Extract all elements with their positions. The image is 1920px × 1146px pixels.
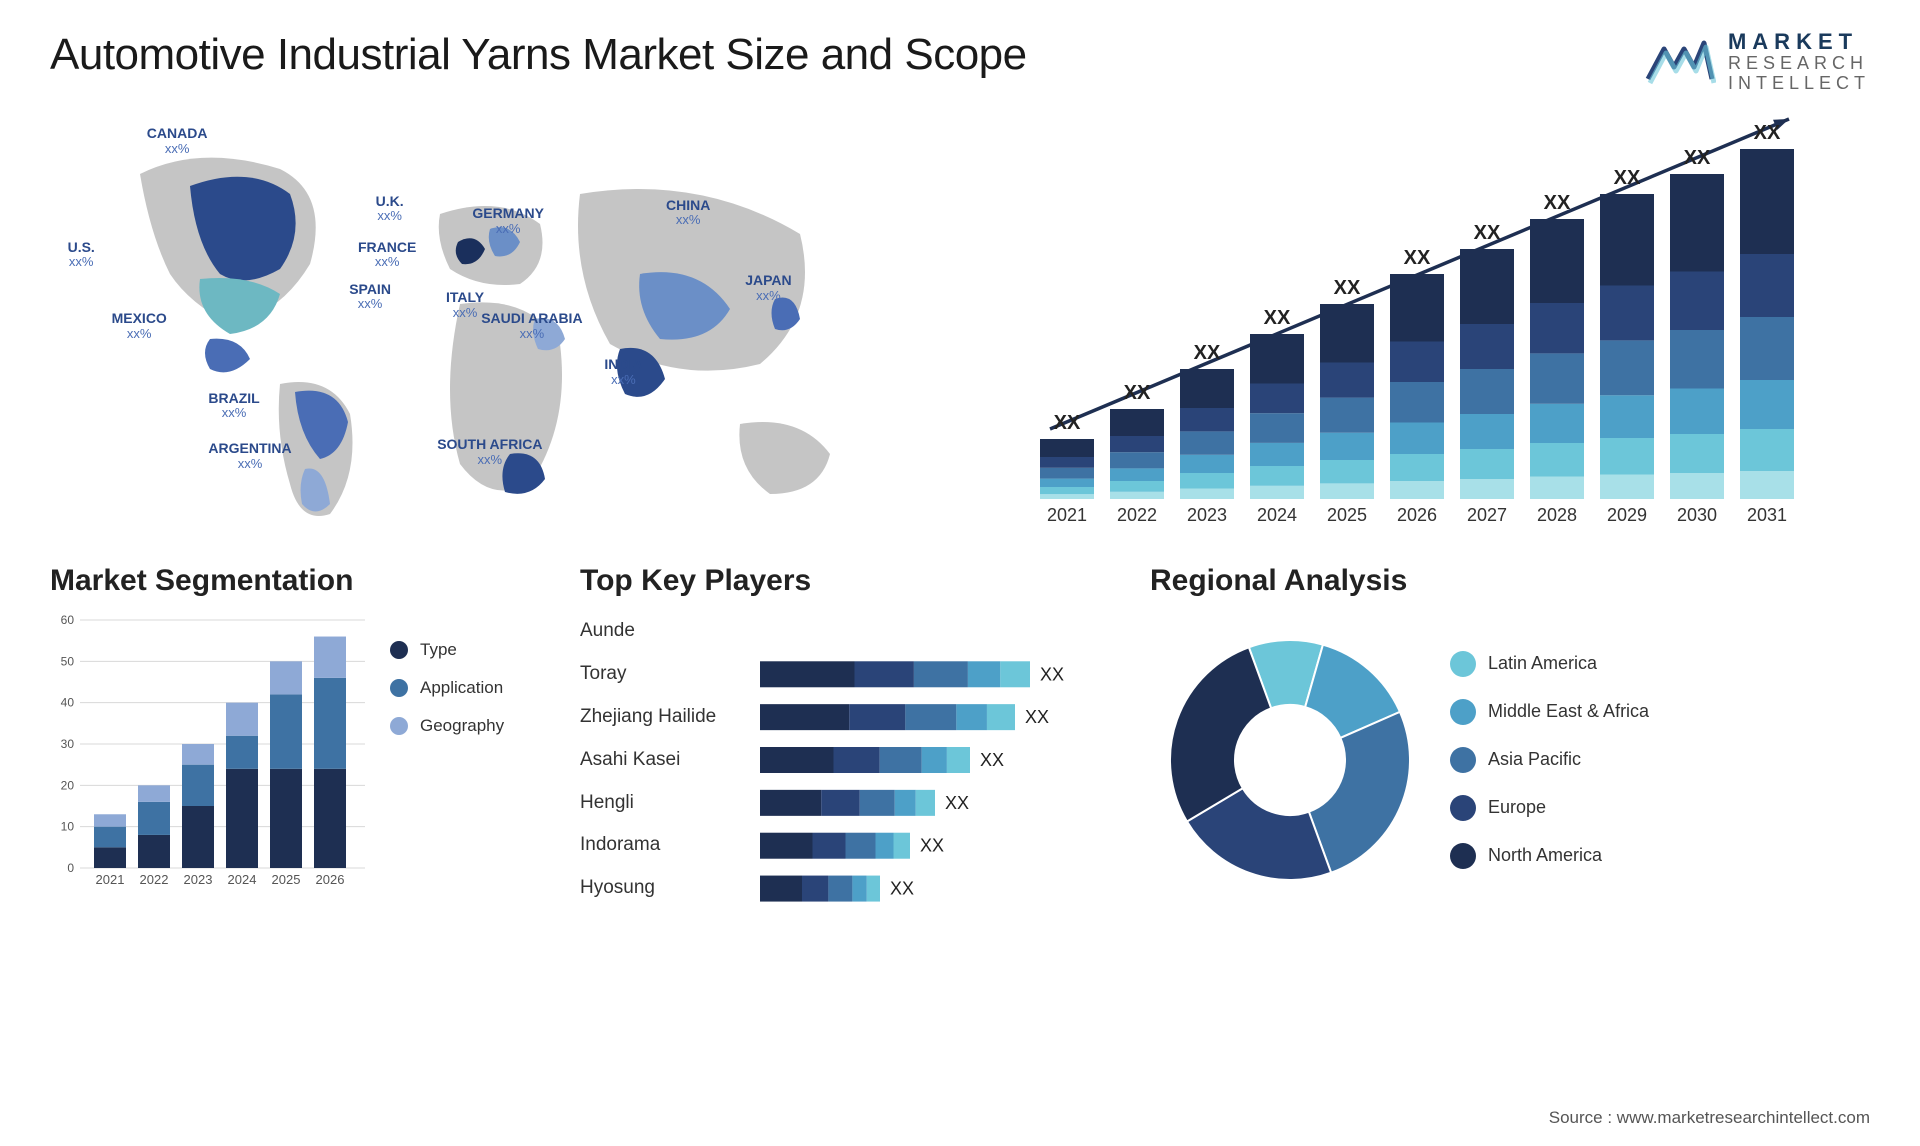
map-label-brazil: BRAZILxx% (208, 391, 259, 421)
svg-text:2028: 2028 (1537, 505, 1577, 525)
svg-text:20: 20 (61, 778, 75, 792)
svg-text:2027: 2027 (1467, 505, 1507, 525)
svg-text:XX: XX (920, 835, 944, 855)
map-label-france: FRANCExx% (358, 240, 416, 270)
svg-text:2022: 2022 (140, 872, 169, 887)
svg-text:50: 50 (61, 654, 75, 668)
segmentation-title: Market Segmentation (50, 564, 530, 598)
logo-icon (1644, 35, 1716, 89)
region-legend-asiapacific: Asia Pacific (1450, 747, 1870, 773)
player-label-asahikasei: Asahi Kasei (580, 749, 750, 771)
svg-text:XX: XX (1334, 277, 1361, 299)
svg-text:XX: XX (1684, 147, 1711, 169)
svg-text:XX: XX (1025, 707, 1049, 727)
world-map: CANADAxx% U.S.xx% MEXICOxx% BRAZILxx% ARGENT… (50, 114, 930, 534)
segmentation-legend: Type Application Geography (390, 610, 530, 910)
svg-text:XX: XX (1754, 122, 1781, 144)
players-labels: Aunde Toray Zhejiang Hailide Asahi Kasei Hen… (580, 610, 750, 910)
map-label-mexico: MEXICOxx% (112, 311, 167, 341)
svg-text:40: 40 (61, 695, 75, 709)
svg-text:30: 30 (61, 737, 75, 751)
svg-text:XX: XX (1040, 664, 1064, 684)
logo-line3: INTELLECT (1728, 74, 1870, 94)
svg-text:XX: XX (1124, 382, 1151, 404)
svg-text:2023: 2023 (184, 872, 213, 887)
brand-logo: MARKET RESEARCH INTELLECT (1644, 30, 1870, 94)
svg-text:2031: 2031 (1747, 505, 1787, 525)
svg-text:XX: XX (890, 878, 914, 898)
map-label-us: U.S.xx% (68, 240, 95, 270)
svg-text:2022: 2022 (1117, 505, 1157, 525)
svg-text:XX: XX (980, 750, 1004, 770)
map-label-uk: U.K.xx% (376, 194, 404, 224)
svg-text:XX: XX (1194, 342, 1221, 364)
segmentation-chart: 0 10 20 30 40 50 60 2021 2022 2023 2024 2025 2026 (50, 610, 372, 910)
svg-text:XX: XX (1404, 247, 1431, 269)
svg-text:2025: 2025 (1327, 505, 1367, 525)
player-label-hengli: Hengli (580, 792, 750, 814)
map-label-japan: JAPANxx% (745, 273, 791, 303)
map-label-southafrica: SOUTH AFRICAxx% (437, 437, 542, 467)
svg-text:2030: 2030 (1677, 505, 1717, 525)
seg-legend-geography: Geography (390, 716, 530, 736)
map-label-italy: ITALYxx% (446, 290, 484, 320)
logo-line1: MARKET (1728, 30, 1870, 54)
source-attribution: Source : www.marketresearchintellect.com (1549, 1108, 1870, 1128)
logo-line2: RESEARCH (1728, 54, 1870, 74)
map-label-canada: CANADAxx% (147, 126, 208, 156)
seg-legend-type: Type (390, 640, 530, 660)
map-label-argentina: ARGENTINAxx% (208, 441, 291, 471)
svg-text:2021: 2021 (1047, 505, 1087, 525)
svg-text:60: 60 (61, 613, 75, 627)
map-label-spain: SPAINxx% (349, 282, 391, 312)
seg-legend-application: Application (390, 678, 530, 698)
players-chart: XX XX XX XX XX XX (760, 610, 1100, 910)
svg-text:XX: XX (1264, 307, 1291, 329)
player-label-toray: Toray (580, 663, 750, 685)
main-growth-chart: XX 2021 XX 2022 XX 2023 XX 2024 XX 2025 XX 2026 XX 20… (990, 114, 1870, 534)
player-label-hyosung: Hyosung (580, 877, 750, 899)
region-legend-europe: Europe (1450, 795, 1870, 821)
map-label-china: CHINAxx% (666, 198, 710, 228)
svg-text:2025: 2025 (272, 872, 301, 887)
map-label-germany: GERMANYxx% (472, 206, 544, 236)
players-title: Top Key Players (580, 564, 1100, 598)
svg-text:2026: 2026 (1397, 505, 1437, 525)
region-legend-middleeastafrica: Middle East & Africa (1450, 699, 1870, 725)
map-label-india: INDIAxx% (604, 357, 642, 387)
svg-text:XX: XX (1614, 167, 1641, 189)
svg-text:XX: XX (945, 793, 969, 813)
svg-text:2024: 2024 (1257, 505, 1297, 525)
svg-text:2026: 2026 (316, 872, 345, 887)
region-legend-northamerica: North America (1450, 843, 1870, 869)
player-label-zhejianghailide: Zhejiang Hailide (580, 706, 750, 728)
map-label-saudiarabia: SAUDI ARABIAxx% (481, 311, 582, 341)
svg-text:0: 0 (67, 861, 74, 875)
regional-donut (1150, 620, 1430, 900)
page-title: Automotive Industrial Yarns Market Size … (50, 30, 1027, 80)
player-label-indorama: Indorama (580, 834, 750, 856)
regional-title: Regional Analysis (1150, 564, 1870, 598)
svg-text:XX: XX (1474, 222, 1501, 244)
svg-text:2024: 2024 (228, 872, 257, 887)
svg-text:2023: 2023 (1187, 505, 1227, 525)
svg-text:10: 10 (61, 819, 75, 833)
regional-legend: Latin America Middle East & Africa Asia Pa… (1450, 651, 1870, 869)
region-legend-latinamerica: Latin America (1450, 651, 1870, 677)
svg-text:2021: 2021 (96, 872, 125, 887)
svg-text:XX: XX (1544, 192, 1571, 214)
svg-text:2029: 2029 (1607, 505, 1647, 525)
player-label-aunde: Aunde (580, 620, 750, 642)
svg-text:XX: XX (1054, 412, 1081, 434)
region-mexico (205, 338, 250, 372)
